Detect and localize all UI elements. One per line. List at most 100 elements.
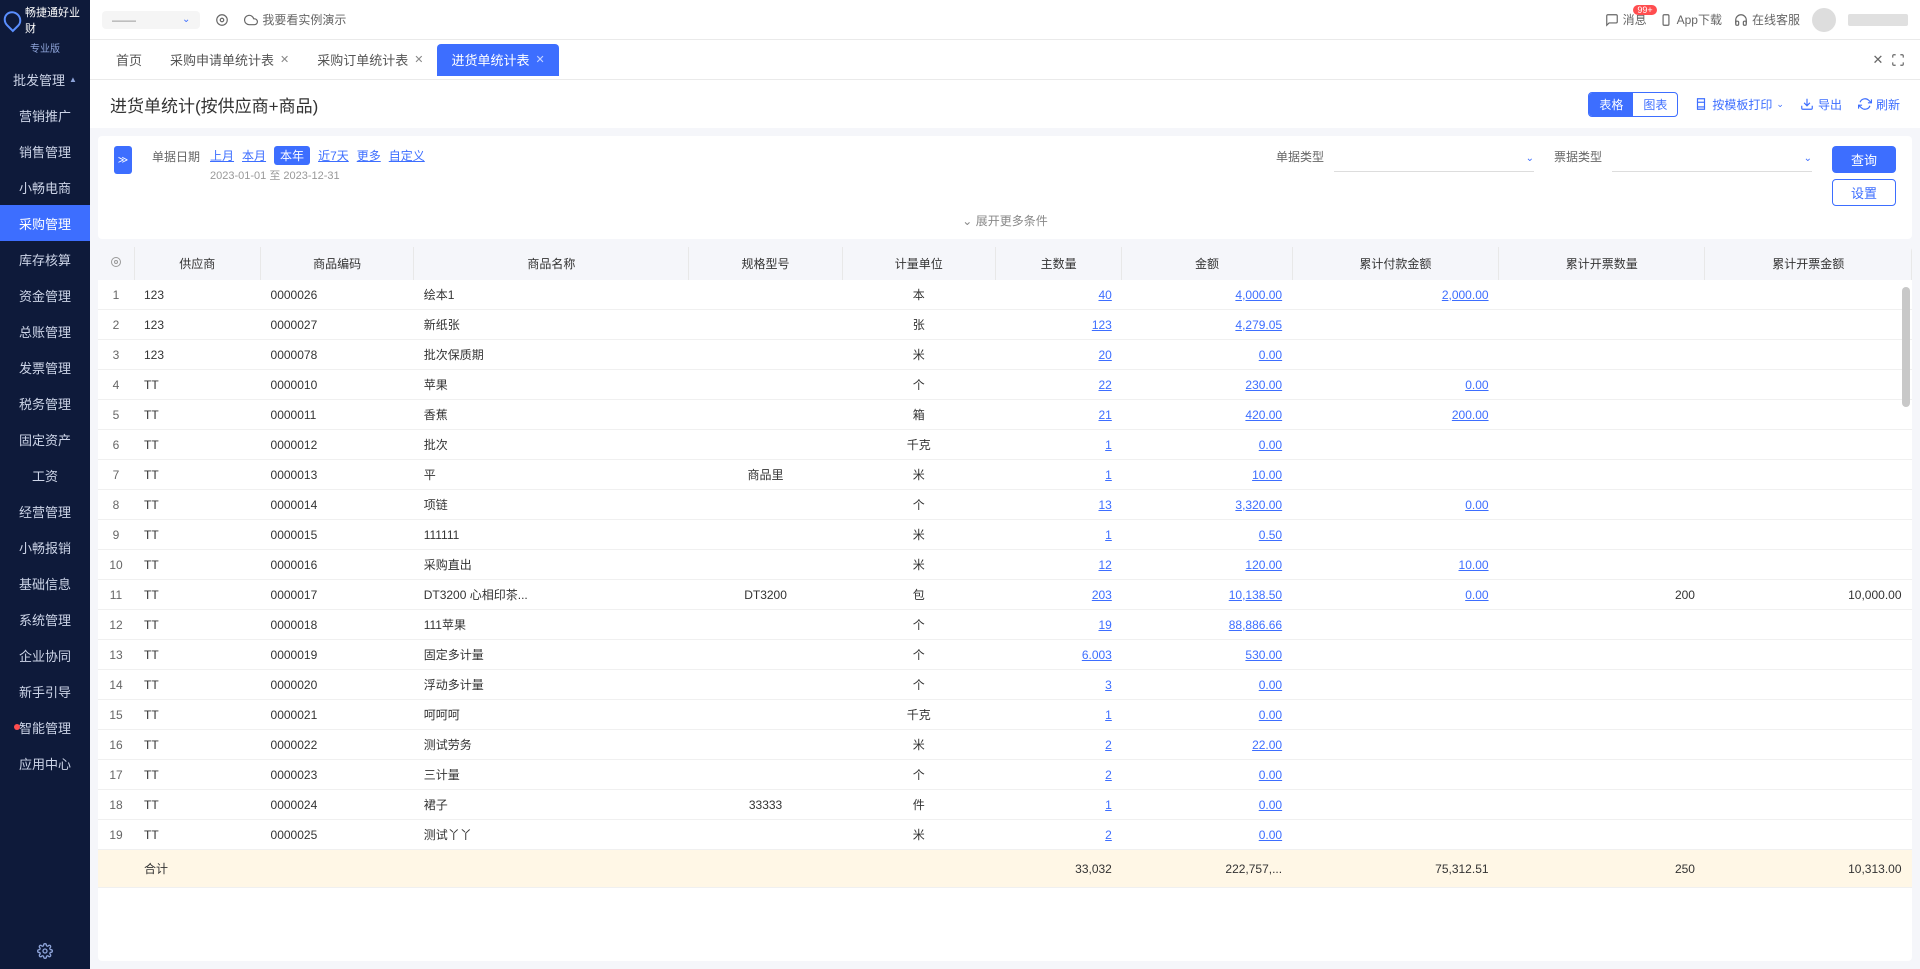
close-icon[interactable]: ✕ <box>280 53 289 66</box>
close-all-tabs[interactable]: ✕ <box>1868 50 1888 70</box>
table-row[interactable]: 16TT0000022测试劳务米222.00 <box>98 730 1912 760</box>
view-chart[interactable]: 图表 <box>1633 93 1677 116</box>
messages-button[interactable]: 消息 99+ <box>1605 11 1647 28</box>
more-conditions[interactable]: ⌄ 展开更多条件 <box>98 206 1912 229</box>
sidebar-item[interactable]: 智能管理 <box>0 709 90 745</box>
print-button[interactable]: 按模板打印 ⌄ <box>1694 96 1784 113</box>
amt-link[interactable]: 3,320.00 <box>1235 498 1282 512</box>
table-row[interactable]: 5TT0000011香蕉箱21420.00200.00 <box>98 400 1912 430</box>
amt-link[interactable]: 420.00 <box>1245 408 1282 422</box>
amt-link[interactable]: 4,000.00 <box>1235 288 1282 302</box>
column-header[interactable]: 累计开票金额 <box>1705 247 1912 280</box>
qty-link[interactable]: 203 <box>1092 588 1112 602</box>
tab[interactable]: 首页 <box>102 44 156 76</box>
qty-link[interactable]: 123 <box>1092 318 1112 332</box>
qty-link[interactable]: 21 <box>1098 408 1111 422</box>
sidebar-item[interactable]: 库存核算 <box>0 241 90 277</box>
tab[interactable]: 进货单统计表✕ <box>437 44 558 76</box>
amt-link[interactable]: 530.00 <box>1245 648 1282 662</box>
table-row[interactable]: 12TT0000018111苹果个1988,886.66 <box>98 610 1912 640</box>
settings-button[interactable] <box>0 933 90 969</box>
sidebar-item[interactable]: 基础信息 <box>0 565 90 601</box>
sidebar-item[interactable]: 批发管理 <box>0 61 90 97</box>
view-table[interactable]: 表格 <box>1589 93 1633 116</box>
date-quick-option[interactable]: 本年 <box>274 146 310 165</box>
amt-link[interactable]: 0.00 <box>1259 348 1282 362</box>
export-button[interactable]: 导出 <box>1800 96 1842 113</box>
column-header[interactable]: 主数量 <box>995 247 1122 280</box>
column-header[interactable]: 商品名称 <box>414 247 689 280</box>
column-header[interactable]: 累计开票数量 <box>1499 247 1705 280</box>
paid-link[interactable]: 2,000.00 <box>1442 288 1489 302</box>
date-quick-option[interactable]: 近7天 <box>318 147 349 164</box>
qty-link[interactable]: 13 <box>1098 498 1111 512</box>
table-row[interactable]: 17TT0000023三计量个20.00 <box>98 760 1912 790</box>
table-row[interactable]: 15TT0000021呵呵呵千克10.00 <box>98 700 1912 730</box>
download-button[interactable]: App下载 <box>1659 11 1722 28</box>
scrollbar[interactable] <box>1902 287 1910 407</box>
qty-link[interactable]: 22 <box>1098 378 1111 392</box>
config-button[interactable] <box>212 10 232 30</box>
qty-link[interactable]: 1 <box>1105 708 1112 722</box>
type2-select[interactable]: ⌄ <box>1612 146 1812 172</box>
sidebar-item[interactable]: 发票管理 <box>0 349 90 385</box>
table-row[interactable]: 11TT0000017DT3200 心相印茶...DT3200包20310,13… <box>98 580 1912 610</box>
sidebar-item[interactable]: 固定资产 <box>0 421 90 457</box>
amt-link[interactable]: 0.00 <box>1259 678 1282 692</box>
qty-link[interactable]: 12 <box>1098 558 1111 572</box>
amt-link[interactable]: 0.00 <box>1259 828 1282 842</box>
type1-select[interactable]: ⌄ <box>1334 146 1534 172</box>
amt-link[interactable]: 0.50 <box>1259 528 1282 542</box>
sidebar-item[interactable]: 小畅电商 <box>0 169 90 205</box>
table-row[interactable]: 9TT0000015111111米10.50 <box>98 520 1912 550</box>
table-row[interactable]: 13TT0000019固定多计量个6.003530.00 <box>98 640 1912 670</box>
amt-link[interactable]: 0.00 <box>1259 768 1282 782</box>
table-row[interactable]: 18TT0000024裙子33333件10.00 <box>98 790 1912 820</box>
paid-link[interactable]: 0.00 <box>1465 378 1488 392</box>
sidebar-item[interactable]: 营销推广 <box>0 97 90 133</box>
sidebar-item[interactable]: 总账管理 <box>0 313 90 349</box>
sidebar-item[interactable]: 新手引导 <box>0 673 90 709</box>
paid-link[interactable]: 0.00 <box>1465 498 1488 512</box>
sidebar-item[interactable]: 销售管理 <box>0 133 90 169</box>
qty-link[interactable]: 2 <box>1105 768 1112 782</box>
paid-link[interactable]: 0.00 <box>1465 588 1488 602</box>
table-row[interactable]: 14TT0000020浮动多计量个30.00 <box>98 670 1912 700</box>
demo-link[interactable]: 我要看实例演示 <box>244 11 346 28</box>
table-row[interactable]: 6TT0000012批次千克10.00 <box>98 430 1912 460</box>
column-header[interactable]: 金额 <box>1122 247 1292 280</box>
qty-link[interactable]: 19 <box>1098 618 1111 632</box>
qty-link[interactable]: 1 <box>1105 798 1112 812</box>
column-header[interactable]: 计量单位 <box>842 247 995 280</box>
qty-link[interactable]: 6.003 <box>1082 648 1112 662</box>
qty-link[interactable]: 1 <box>1105 468 1112 482</box>
query-button[interactable]: 查询 <box>1832 146 1896 173</box>
sidebar-item[interactable]: 企业协同 <box>0 637 90 673</box>
table-row[interactable]: 4TT0000010苹果个22230.000.00 <box>98 370 1912 400</box>
sidebar-item[interactable]: 采购管理 <box>0 205 90 241</box>
amt-link[interactable]: 88,886.66 <box>1229 618 1282 632</box>
qty-link[interactable]: 1 <box>1105 438 1112 452</box>
settings-button[interactable]: 设置 <box>1832 179 1896 206</box>
date-quick-option[interactable]: 自定义 <box>389 147 425 164</box>
qty-link[interactable]: 2 <box>1105 828 1112 842</box>
table-row[interactable]: 21230000027新纸张张1234,279.05 <box>98 310 1912 340</box>
paid-link[interactable]: 10.00 <box>1459 558 1489 572</box>
amt-link[interactable]: 230.00 <box>1245 378 1282 392</box>
tab[interactable]: 采购申请单统计表✕ <box>156 44 303 76</box>
date-quick-option[interactable]: 本月 <box>242 147 266 164</box>
amt-link[interactable]: 4,279.05 <box>1235 318 1282 332</box>
refresh-button[interactable]: 刷新 <box>1858 96 1900 113</box>
close-icon[interactable]: ✕ <box>536 53 545 66</box>
amt-link[interactable]: 10,138.50 <box>1229 588 1282 602</box>
support-button[interactable]: 在线客服 <box>1734 11 1800 28</box>
table-row[interactable]: 31230000078批次保质期米200.00 <box>98 340 1912 370</box>
table-row[interactable]: 7TT0000013平商品里米110.00 <box>98 460 1912 490</box>
table-row[interactable]: 10TT0000016采购直出米12120.0010.00 <box>98 550 1912 580</box>
panel-collapse[interactable]: ≫ <box>114 146 132 174</box>
column-header[interactable]: 供应商 <box>134 247 261 280</box>
qty-link[interactable]: 20 <box>1098 348 1111 362</box>
close-icon[interactable]: ✕ <box>414 53 423 66</box>
sidebar-item[interactable]: 系统管理 <box>0 601 90 637</box>
paid-link[interactable]: 200.00 <box>1452 408 1489 422</box>
